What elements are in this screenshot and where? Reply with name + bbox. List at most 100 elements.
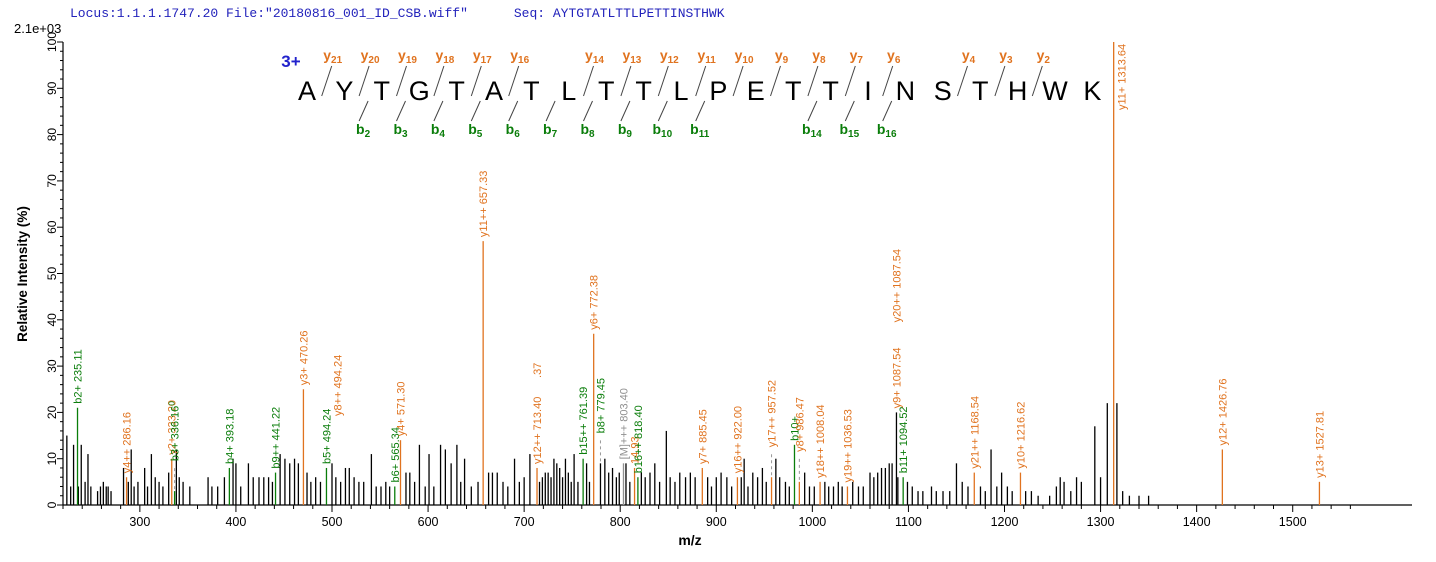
- b-ion-cleavage-mark: [583, 100, 593, 122]
- peak-label: b8+ 779.45: [595, 378, 607, 433]
- residue: W: [1042, 76, 1068, 106]
- b-ion-label: b8: [580, 121, 595, 140]
- residue: N: [896, 76, 916, 106]
- y-ion-cleavage-mark: [732, 65, 744, 97]
- b-ion-label: b2: [356, 121, 371, 140]
- b-ion-label: b15: [839, 121, 859, 140]
- b-ion-label: b14: [802, 121, 822, 140]
- peak-label: y9+ 1087.54: [891, 348, 903, 409]
- b-ion-cleavage-mark: [396, 100, 406, 122]
- peak-label: b11+ 1094.52: [898, 406, 910, 473]
- y-ion-cleavage-mark: [396, 65, 407, 97]
- peak-label: b6+ 565.34: [390, 427, 402, 482]
- residue: T: [374, 76, 391, 106]
- y-ion-cleavage-mark: [620, 65, 632, 97]
- residue: E: [747, 76, 765, 106]
- y-ion-label: y13: [622, 47, 641, 66]
- sequence-text: Seq: AYTGTATLTTLPETTINSTHWK: [513, 6, 725, 21]
- residue: T: [822, 76, 839, 106]
- y-ion-cleavage-mark: [957, 65, 968, 97]
- peak-label: y21++ 1168.54: [969, 396, 981, 469]
- b-ion-cleavage-mark: [545, 100, 556, 122]
- peak-label: y13+ 1527.81: [1314, 411, 1326, 478]
- y-ion-label: y4: [962, 47, 976, 66]
- peak-label: y16++ 922.00: [732, 406, 744, 473]
- b-ion-label: b5: [468, 121, 483, 140]
- peak-label: y12++ 713.40: [532, 397, 544, 464]
- residue: T: [523, 76, 540, 106]
- y-tick-label: 100: [45, 32, 59, 52]
- y-tick-label: 60: [45, 220, 59, 234]
- y-ion-label: y20: [361, 47, 380, 66]
- y-ion-cleavage-mark: [882, 65, 894, 97]
- b-ion-cleavage-mark: [358, 100, 369, 122]
- peak-label: y19++ 1036.53: [842, 409, 854, 482]
- peak-label: b5+ 494.24: [321, 409, 333, 464]
- b-ion-cleavage-mark: [882, 100, 893, 122]
- residue: Y: [335, 76, 353, 106]
- y-axis-title: Relative Intensity (%): [15, 206, 30, 342]
- residue: T: [635, 76, 652, 106]
- residue: L: [673, 76, 688, 106]
- y-tick-label: 10: [45, 452, 59, 466]
- x-tick-label: 1300: [1087, 515, 1115, 529]
- b-ion-cleavage-mark: [657, 100, 668, 122]
- residue: L: [561, 76, 576, 106]
- x-tick-label: 800: [610, 515, 631, 529]
- x-tick-label: 900: [706, 515, 727, 529]
- b-ion-label: b7: [543, 121, 558, 140]
- y-ion-cleavage-mark: [321, 65, 333, 97]
- residue: S: [934, 76, 952, 106]
- x-tick-label: 1200: [991, 515, 1019, 529]
- x-axis-title: m/z: [678, 532, 701, 548]
- precursor-charge: 3+: [281, 52, 300, 71]
- y-ion-label: y11: [698, 47, 717, 66]
- y-tick-label: 80: [45, 128, 59, 142]
- y-ion-label: y12: [660, 47, 679, 66]
- x-tick-label: 1400: [1183, 515, 1211, 529]
- peak-label: b4+ 393.18: [224, 409, 236, 464]
- x-tick-label: 300: [129, 515, 150, 529]
- b-ion-cleavage-mark: [807, 100, 818, 122]
- peak-label: y4++ 286.16: [122, 412, 134, 473]
- b-ion-label: b4: [431, 121, 446, 140]
- b-ion-cleavage-mark: [508, 100, 519, 122]
- x-tick-label: 1100: [895, 515, 922, 529]
- header-line: Locus:1.1.1.1747.20 File:"20180816_001_I…: [70, 6, 725, 21]
- residue: T: [598, 76, 615, 106]
- b-ion-label: b9: [618, 121, 633, 140]
- peak-label: y12+ 1426.76: [1217, 378, 1229, 445]
- y-tick-label: 20: [45, 405, 59, 419]
- x-tick-label: 400: [225, 515, 246, 529]
- spectrum-peaks: [66, 403, 1150, 505]
- peak-label-secondary: y8++ 494.24: [332, 355, 344, 416]
- peak-label: y8+ 986.47: [794, 397, 806, 452]
- axis-tick-labels: 300 400 500 600 700 800 900 1000 1100 1200 1300 140…: [45, 32, 1307, 529]
- y-tick-label: 40: [45, 313, 59, 327]
- b-ion-label: b6: [506, 121, 521, 140]
- peak-label: y3+ 470.26: [298, 331, 310, 386]
- residue: T: [785, 76, 802, 106]
- x-tick-label: 1000: [798, 515, 826, 529]
- peak-label: y7+ 885.45: [697, 409, 709, 464]
- x-tick-label: 600: [418, 515, 439, 529]
- y-ion-label: y14: [585, 47, 604, 66]
- y-ion-label: y6: [887, 47, 901, 66]
- y-ion-cleavage-mark: [807, 65, 819, 97]
- y-ion-cleavage-mark: [583, 65, 594, 97]
- y-tick-label: 0: [45, 501, 59, 508]
- residue: A: [485, 76, 503, 106]
- y-ion-label: y19: [398, 47, 417, 66]
- residue: G: [409, 76, 430, 106]
- y-ion-cleavage-mark: [508, 65, 520, 97]
- residue: K: [1083, 76, 1101, 106]
- peak-label: [M]+++ 803.40: [618, 388, 630, 459]
- b-ion-label: b16: [877, 121, 897, 140]
- peak-label: b2+ 235.11: [73, 349, 85, 404]
- locus-file-text: Locus:1.1.1.1747.20 File:"20180816_001_I…: [70, 6, 468, 21]
- y-ion-cleavage-mark: [358, 65, 370, 97]
- peak-label: b15++ 761.39: [578, 387, 590, 455]
